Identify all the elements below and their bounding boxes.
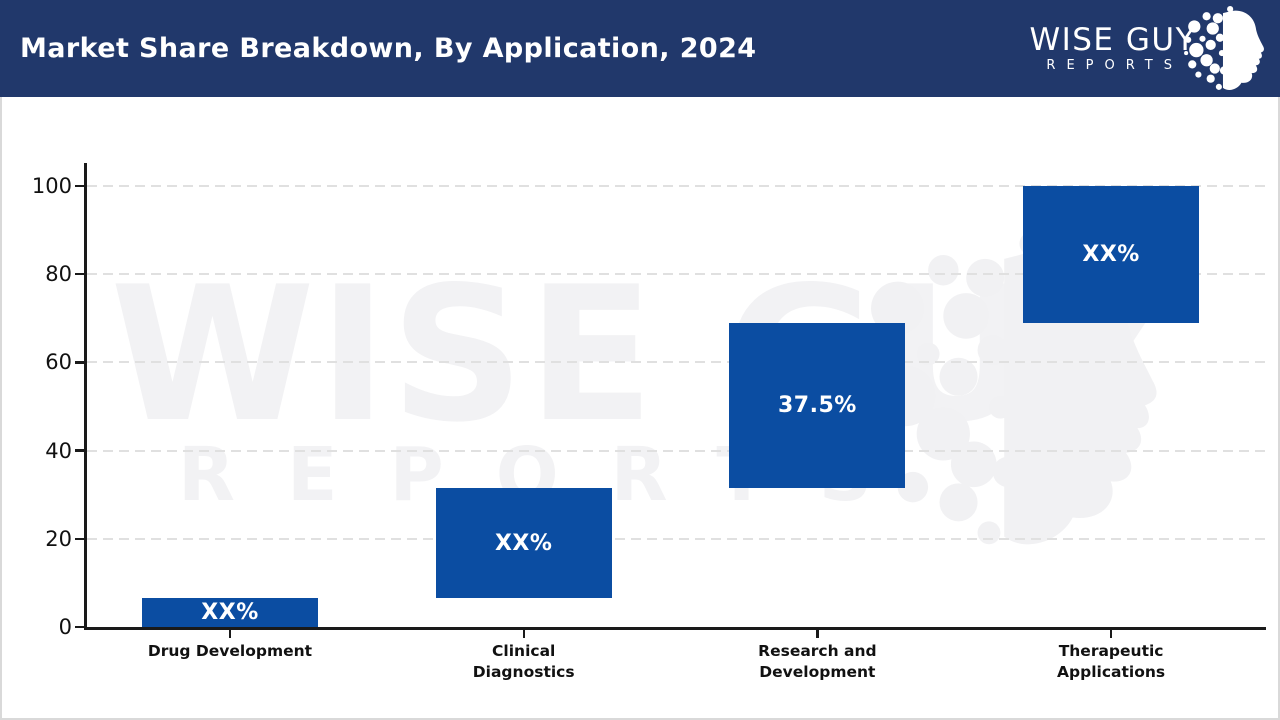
bar: XX% — [435, 488, 612, 599]
x-tick-mark — [228, 629, 232, 638]
y-tick-mark — [75, 273, 84, 276]
category-label: Research and Development — [702, 641, 932, 682]
y-tick-label: 40 — [45, 438, 72, 463]
category-label-line: Research and — [758, 642, 877, 660]
y-tick-mark — [75, 184, 84, 188]
gridline — [87, 449, 1266, 452]
watermark-head-icon — [863, 230, 1157, 545]
gridline — [87, 537, 1266, 540]
category-label: Clinical Diagnostics — [409, 641, 639, 682]
bar-value-label: 37.5% — [777, 392, 857, 418]
bar-value-label: XX% — [201, 600, 259, 626]
category-label-line: Drug Development — [147, 642, 313, 660]
bar: 37.5% — [729, 322, 906, 489]
bar-value-label: XX% — [1082, 241, 1140, 267]
gridline — [87, 185, 1266, 187]
logo-head-icon — [1184, 5, 1264, 90]
x-tick-mark — [816, 629, 819, 638]
y-tick-mark — [75, 537, 84, 540]
category-label-line: Applications — [1057, 662, 1166, 681]
y-tick-label: 80 — [45, 262, 72, 287]
y-tick-label: 100 — [31, 174, 72, 198]
category-label: Drug Development — [115, 641, 345, 662]
category-label-line: Diagnostics — [472, 662, 575, 681]
logo-wordmark: WISE GUY — [1029, 21, 1196, 58]
y-tick-mark — [75, 361, 84, 364]
category-label-line: Development — [759, 662, 876, 681]
wise-guy-logo: WISE GUY REPORTS — [1029, 5, 1266, 92]
x-tick-mark — [522, 629, 525, 638]
logo-text: WISE GUY REPORTS — [1029, 24, 1196, 74]
category-label-line: Clinical — [492, 642, 556, 660]
bar-value-label: XX% — [494, 530, 553, 556]
page-title: Market Share Breakdown, By Application, … — [20, 33, 757, 64]
category-label: Therapeutic Applications — [996, 641, 1226, 682]
bar: XX% — [142, 598, 318, 627]
gridline — [87, 273, 1266, 276]
x-axis — [84, 627, 1266, 630]
y-tick-label: 20 — [45, 526, 72, 551]
y-tick-label: 0 — [58, 615, 72, 639]
x-tick-mark — [1109, 629, 1113, 638]
category-label-line: Therapeutic — [1058, 642, 1164, 660]
header: Market Share Breakdown, By Application, … — [0, 0, 1280, 97]
logo-subtitle: REPORTS — [1046, 58, 1184, 74]
gridline — [87, 361, 1266, 364]
y-tick-mark — [75, 625, 84, 629]
bar: XX% — [1023, 186, 1200, 323]
y-axis — [84, 163, 87, 629]
y-tick-mark — [75, 449, 84, 452]
y-tick-label: 60 — [45, 350, 72, 375]
